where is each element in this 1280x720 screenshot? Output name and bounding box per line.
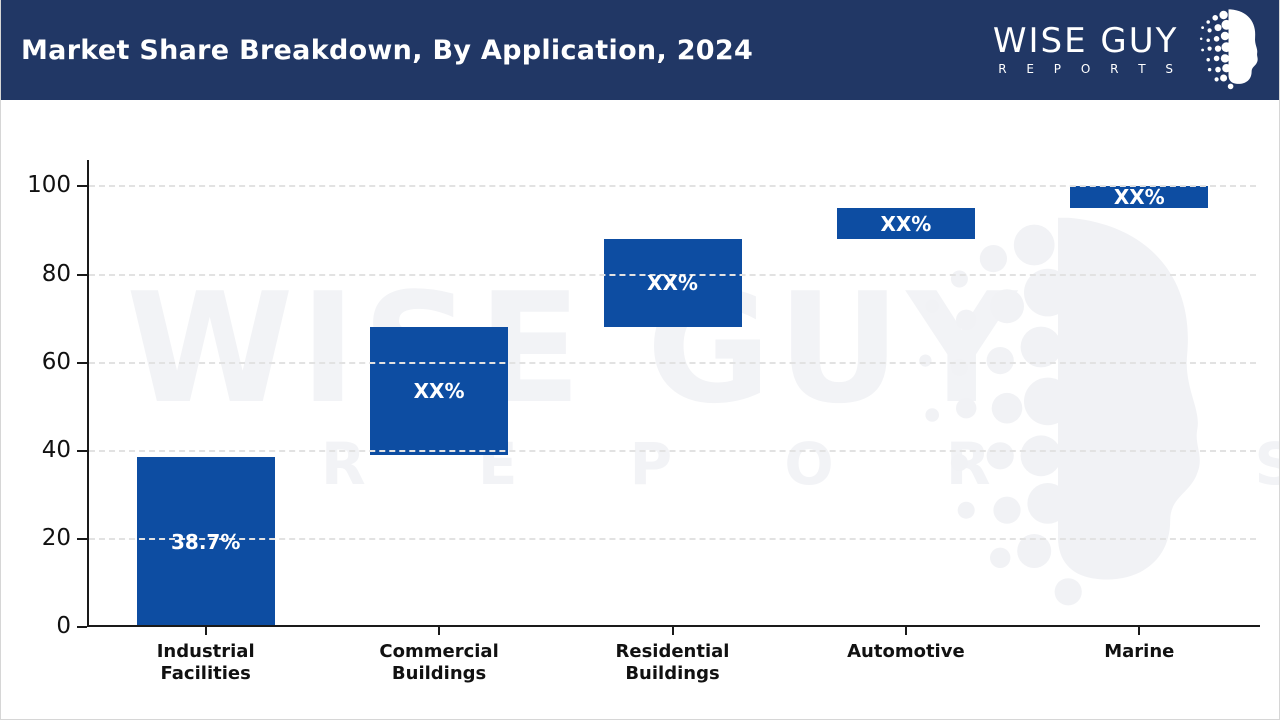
watermark-head-icon [871, 180, 1211, 654]
bar-industrial-facilities: 38.7% [136, 456, 275, 627]
chart-area: WISE GUY R E P O R T S 0 20 40 60 80 100 38.7%… [1, 100, 1279, 719]
y-tick-mark [77, 361, 87, 364]
bar-value-label: 38.7% [170, 529, 241, 554]
y-tick-mark [77, 185, 87, 188]
x-tick-mark [1138, 627, 1141, 635]
bar-value-label: XX% [1113, 185, 1165, 210]
y-tick-label: 20 [41, 524, 71, 551]
x-axis-line [87, 625, 1260, 627]
y-tick-label: 0 [56, 613, 71, 639]
gridline [89, 361, 1256, 364]
x-category-label-line: Marine [1104, 641, 1175, 662]
x-category-label: Marine [1024, 641, 1254, 663]
y-tick-mark [77, 626, 87, 628]
logo: WISE GUY R E P O R T S [990, 8, 1267, 92]
x-category-label-line: Commercial [379, 641, 499, 662]
plot-area: 0 20 40 60 80 100 38.7% Industrial Facilities XX%… [27, 160, 1260, 684]
y-tick-label: 100 [27, 172, 71, 199]
x-tick-mark [204, 627, 207, 635]
y-tick-mark [77, 273, 87, 276]
logo-subtitle: R E P O R T S [998, 62, 1181, 76]
x-category-label-line: Buildings [391, 662, 487, 684]
header-bar: Market Share Breakdown, By Application, … [1, 0, 1279, 100]
gridline [89, 449, 1256, 452]
bar-marine: XX% [1070, 185, 1209, 210]
chart-title: Market Share Breakdown, By Application, … [21, 34, 754, 66]
y-tick-label: 60 [41, 348, 71, 375]
bar-residential-buildings: XX% [603, 239, 742, 328]
x-category-label-line: Buildings [625, 662, 720, 684]
x-tick-mark [904, 627, 907, 635]
x-category-label: Residential Buildings [558, 641, 788, 684]
x-category-label-line: Automotive [847, 641, 965, 662]
bar-value-label: XX% [413, 379, 465, 404]
logo-head-icon [1183, 8, 1267, 92]
y-tick-mark [77, 449, 87, 452]
y-axis-line [87, 160, 89, 627]
x-category-label: Industrial Facilities [91, 641, 321, 684]
bar-value-label: XX% [880, 211, 932, 236]
x-tick-mark [671, 627, 674, 635]
y-tick-label: 80 [41, 260, 71, 287]
x-category-label-line: Industrial [156, 641, 255, 662]
y-tick-label: 40 [41, 436, 71, 463]
bar-value-label: XX% [647, 271, 698, 296]
watermark-wordmark: WISE GUY [126, 260, 1023, 437]
y-tick-mark [77, 537, 87, 540]
x-category-label-line: Residential [615, 641, 730, 662]
bar-commercial-buildings: XX% [370, 327, 509, 456]
x-tick-mark [438, 627, 441, 635]
x-category-label-line: Facilities [160, 662, 251, 684]
logo-text: WISE GUY R E P O R T S [990, 24, 1181, 76]
logo-wordmark: WISE GUY [992, 21, 1179, 61]
x-category-label: Commercial Buildings [324, 641, 554, 684]
bar-automotive: XX% [836, 208, 975, 240]
x-category-label: Automotive [791, 641, 1021, 663]
